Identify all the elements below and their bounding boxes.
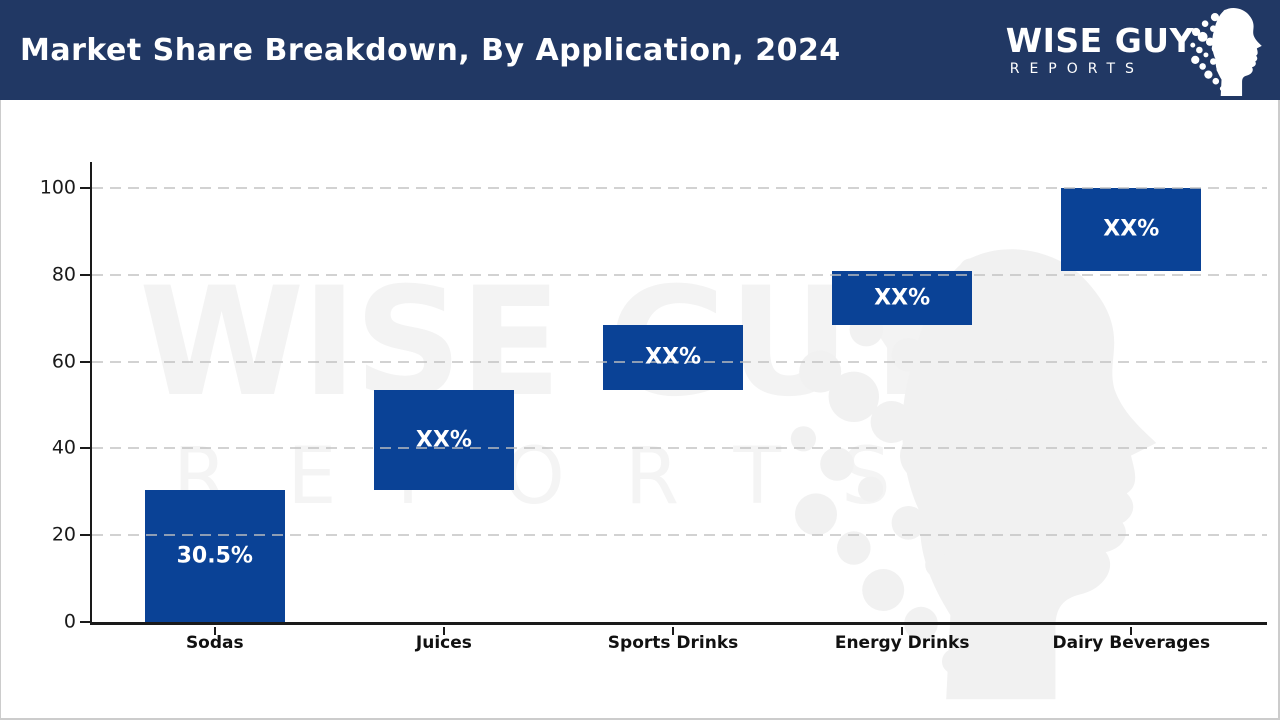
- gridline-40: [92, 447, 1267, 450]
- gridline-100: [92, 187, 1267, 190]
- brand-logo: WISE GUY REPORTS: [1006, 4, 1270, 96]
- dotted-face-profile-icon: [1178, 4, 1270, 96]
- x-tick-mark: [672, 627, 675, 635]
- bar-value-label: XX%: [1103, 216, 1160, 242]
- y-tick-label: 20: [51, 523, 76, 546]
- gridline-80: [92, 273, 1267, 276]
- bar-sodas: [144, 489, 285, 622]
- chart-area: WISE GUY REPORTS 30.5% XX% XX% XX% XX% 0 20 40 6…: [0, 100, 1280, 720]
- bar-value-label: XX%: [645, 344, 702, 370]
- watermark-brand-text: WISE GUY: [139, 256, 956, 430]
- brand-subtitle: REPORTS: [1009, 60, 1144, 77]
- y-tick-mark: [80, 621, 90, 623]
- x-tick-label-juices: Juices: [415, 633, 472, 653]
- x-tick-label-sports-drinks: Sports Drinks: [607, 633, 739, 653]
- y-tick-mark: [80, 273, 90, 276]
- y-tick-label: 80: [51, 263, 76, 286]
- x-tick-mark: [442, 627, 445, 635]
- y-tick-mark: [80, 187, 90, 190]
- x-tick-mark: [1130, 627, 1133, 635]
- y-tick-mark: [80, 534, 90, 537]
- watermark-subtitle-text: REPORTS: [173, 432, 951, 522]
- x-tick-label-dairy-beverages: Dairy Beverages: [1052, 633, 1211, 653]
- y-tick-mark: [80, 447, 90, 450]
- bar-juices: [373, 389, 514, 490]
- x-tick-mark: [901, 627, 904, 635]
- bar-value-label: XX%: [415, 427, 472, 453]
- bar-value-label: XX%: [874, 285, 931, 311]
- bar-value-label: 30.5%: [176, 543, 253, 569]
- bar-energy-drinks: [832, 270, 973, 325]
- bar-sports-drinks: [603, 324, 744, 390]
- y-tick-label: 40: [51, 436, 76, 459]
- y-tick-label: 100: [39, 176, 76, 199]
- y-tick-label: 60: [51, 350, 76, 373]
- y-tick-mark: [80, 360, 90, 363]
- gridline-60: [92, 360, 1267, 363]
- y-tick-label: 0: [63, 610, 76, 633]
- plot-area: 30.5% XX% XX% XX% XX% 0 20 40 60 80 100 Sodas Juices…: [40, 162, 1267, 653]
- gridline-20: [92, 534, 1267, 537]
- header-bar: Market Share Breakdown, By Application, …: [0, 0, 1280, 100]
- x-tick-mark: [213, 627, 216, 635]
- brand-name: WISE GUY: [1005, 20, 1194, 60]
- bar-dairy-beverages: [1061, 188, 1202, 271]
- x-tick-label-sodas: Sodas: [185, 633, 244, 653]
- x-tick-label-energy-drinks: Energy Drinks: [834, 633, 970, 653]
- brand-logo-text: WISE GUY REPORTS: [1006, 24, 1194, 77]
- page-title: Market Share Breakdown, By Application, …: [20, 32, 841, 68]
